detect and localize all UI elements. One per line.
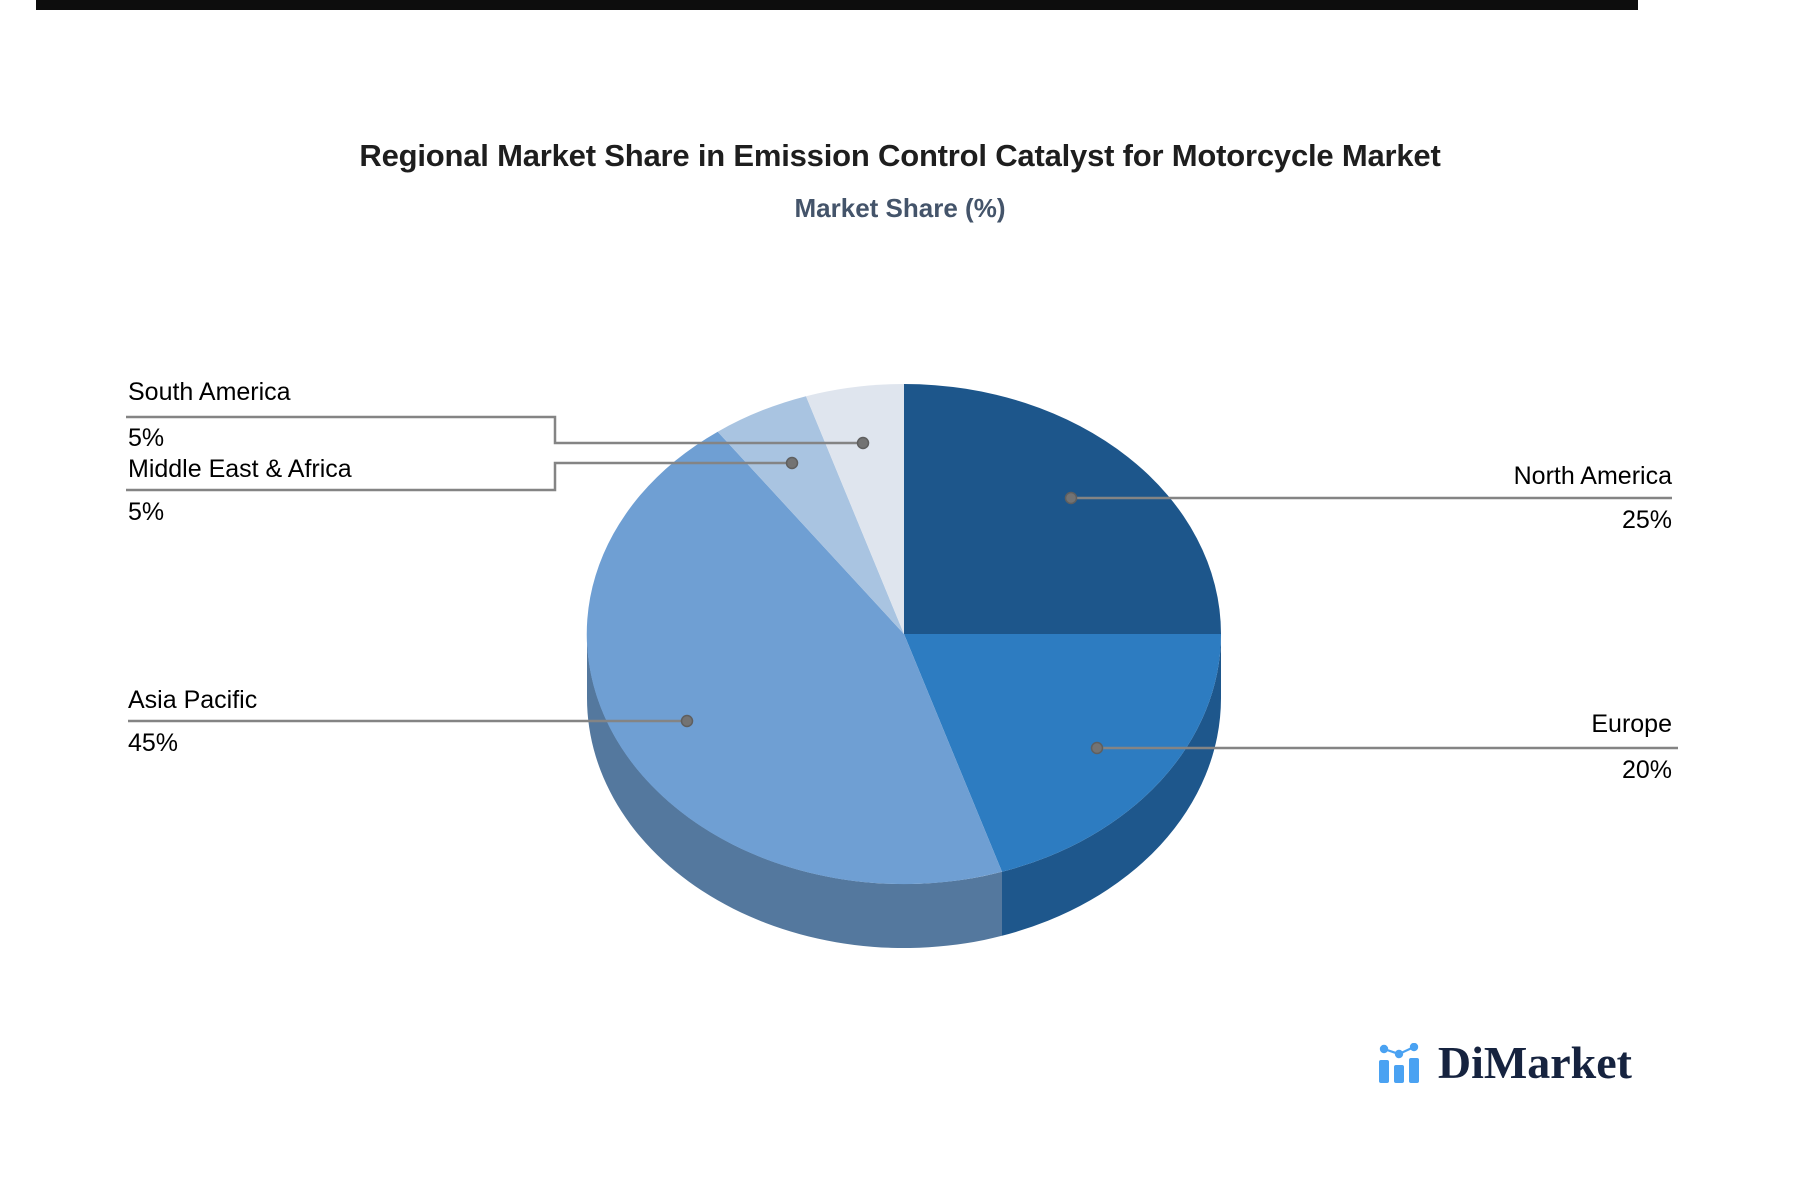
brand-logo-text: DiMarket bbox=[1437, 1037, 1632, 1088]
chart-title: Regional Market Share in Emission Contro… bbox=[359, 138, 1441, 173]
top-border-strip bbox=[36, 0, 1638, 10]
leader-line-south-america bbox=[126, 415, 863, 445]
pie-depth-asia-pacific bbox=[586, 634, 1002, 949]
label-europe: Europe bbox=[1591, 710, 1672, 738]
label-north-america: North America bbox=[1513, 462, 1672, 490]
chart-subtitle: Market Share (%) bbox=[794, 193, 1006, 223]
leader-dot-south-america bbox=[856, 436, 870, 450]
pie-depth-europe bbox=[1002, 634, 1222, 936]
value-north-america: 25% bbox=[1621, 506, 1672, 534]
label-middle-east-africa: Middle East & Africa bbox=[128, 455, 352, 483]
value-south-america: 5% bbox=[128, 424, 165, 452]
value-middle-east-africa: 5% bbox=[128, 498, 165, 526]
pie-slice-middle-east-africa bbox=[717, 396, 904, 634]
leader-dot-middle-east-africa bbox=[785, 456, 799, 470]
value-asia-pacific: 45% bbox=[128, 729, 179, 757]
pie-slice-south-america bbox=[806, 383, 904, 634]
value-europe: 20% bbox=[1621, 756, 1672, 784]
leader-dots-group bbox=[680, 436, 1104, 755]
bar-chart-logo-icon bbox=[1378, 1043, 1419, 1083]
leader-dot-europe bbox=[1090, 741, 1104, 755]
leader-line-middle-east-africa bbox=[126, 461, 792, 492]
leader-dot-north-america bbox=[1064, 491, 1078, 505]
pie-slice-europe bbox=[904, 634, 1221, 872]
pie-slice-north-america bbox=[904, 384, 1221, 634]
label-asia-pacific: Asia Pacific bbox=[128, 686, 258, 714]
pie-slice-asia-pacific bbox=[586, 431, 1002, 885]
label-south-america: South America bbox=[128, 378, 291, 406]
leader-dot-asia-pacific bbox=[680, 714, 694, 728]
pie-slices-group bbox=[586, 383, 1222, 949]
brand-logo: DiMarket bbox=[1378, 1037, 1632, 1088]
leader-lines-group bbox=[126, 415, 1678, 750]
